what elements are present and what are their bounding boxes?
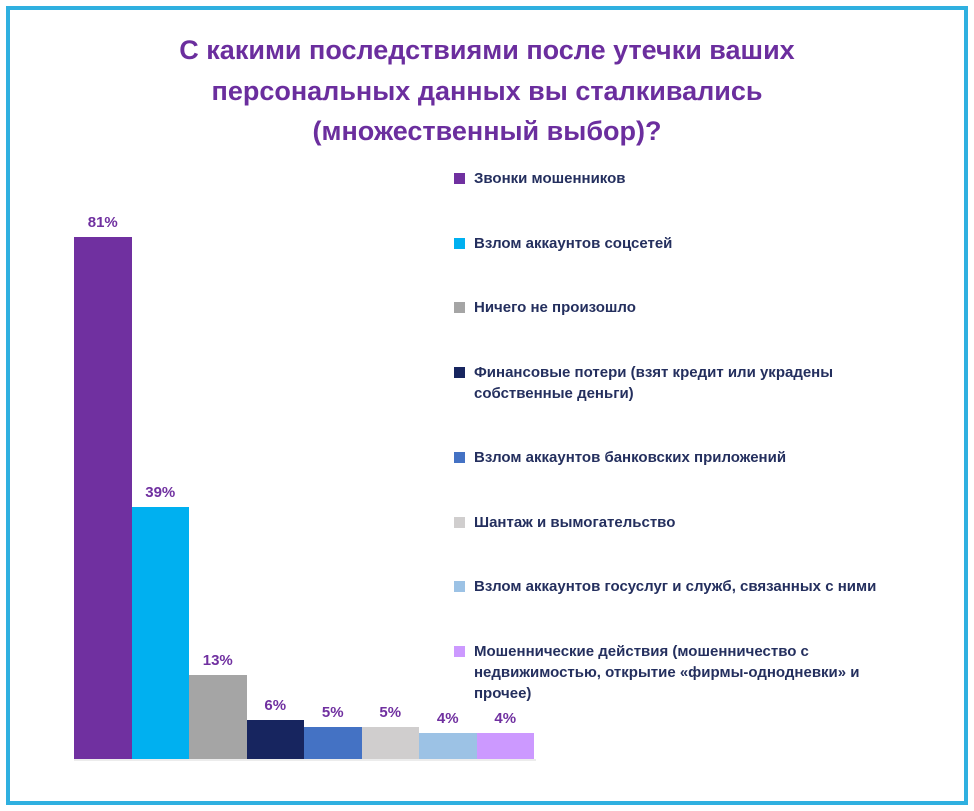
legend-item-1: Взлом аккаунтов соцсетей — [454, 233, 906, 254]
bar-value-label: 6% — [264, 697, 287, 714]
legend-item-2: Ничего не произошло — [454, 297, 906, 318]
bar-column-6: 4% — [419, 710, 477, 759]
bar-value-label: 5% — [321, 704, 344, 721]
bar-column-3: 6% — [246, 697, 304, 759]
bar-value-label: 39% — [145, 484, 176, 501]
bar-7 — [476, 733, 534, 759]
chart-title: С какими последствиями после утечки ваши… — [179, 35, 795, 146]
legend-item-5: Шантаж и вымогательство — [454, 512, 906, 533]
chart-frame: С какими последствиями после утечки ваши… — [6, 6, 968, 805]
legend-label: Взлом аккаунтов госуслуг и служб, связан… — [474, 578, 877, 596]
legend-marker-icon — [454, 173, 465, 184]
bar-value-label: 4% — [494, 710, 517, 727]
bar-column-7: 4% — [476, 710, 534, 759]
bar-6 — [419, 733, 477, 759]
legend-item-4: Взлом аккаунтов банковских приложений — [454, 447, 906, 468]
legend-marker-icon — [454, 581, 465, 593]
bar-column-0: 81% — [74, 214, 132, 759]
legend-marker-icon — [454, 302, 465, 314]
legend: Звонки мошенников Взлом аккаунтов соцсете… — [454, 168, 906, 704]
bar-0 — [74, 237, 132, 759]
legend-label: Шантаж и вымогательство — [474, 513, 676, 531]
legend-label: Взлом аккаунтов банковских приложений — [474, 449, 787, 467]
legend-marker-icon — [454, 452, 465, 464]
bar-column-2: 13% — [189, 652, 247, 759]
legend-item-3: Финансовые потери (взят кредит или украд… — [454, 362, 906, 404]
legend-marker-icon — [454, 237, 465, 249]
legend-marker-icon — [454, 366, 465, 378]
legend-label: Мошеннические действия (мошенничество с … — [474, 642, 860, 702]
bar-value-label: 81% — [87, 214, 118, 231]
bar-value-label: 5% — [379, 704, 402, 721]
bar-5 — [361, 727, 419, 759]
bar-column-4: 5% — [304, 704, 362, 759]
bar-value-label: 13% — [202, 652, 233, 669]
bar-plot-area: 81% 39% 13% 6% 5% 5% 4% 4% — [74, 203, 536, 761]
legend-item-6: Взлом аккаунтов госуслуг и служб, связан… — [454, 576, 906, 597]
legend-label: Взлом аккаунтов соцсетей — [474, 234, 673, 252]
legend-marker-icon — [454, 645, 465, 657]
bar-column-5: 5% — [361, 704, 419, 759]
legend-marker-icon — [454, 516, 465, 528]
legend-label: Звонки мошенников — [474, 170, 626, 187]
legend-label: Финансовые потери (взят кредит или украд… — [474, 363, 834, 402]
legend-item-0: Звонки мошенников — [454, 168, 906, 189]
bar-1 — [131, 507, 189, 759]
legend-label: Ничего не произошло — [474, 299, 636, 317]
bar-4 — [304, 727, 362, 759]
legend-item-7: Мошеннические действия (мошенничество с … — [454, 641, 906, 704]
bar-value-label: 4% — [436, 710, 459, 727]
bar-column-1: 39% — [131, 484, 189, 759]
bar-2 — [189, 675, 247, 759]
bar-3 — [246, 720, 304, 759]
